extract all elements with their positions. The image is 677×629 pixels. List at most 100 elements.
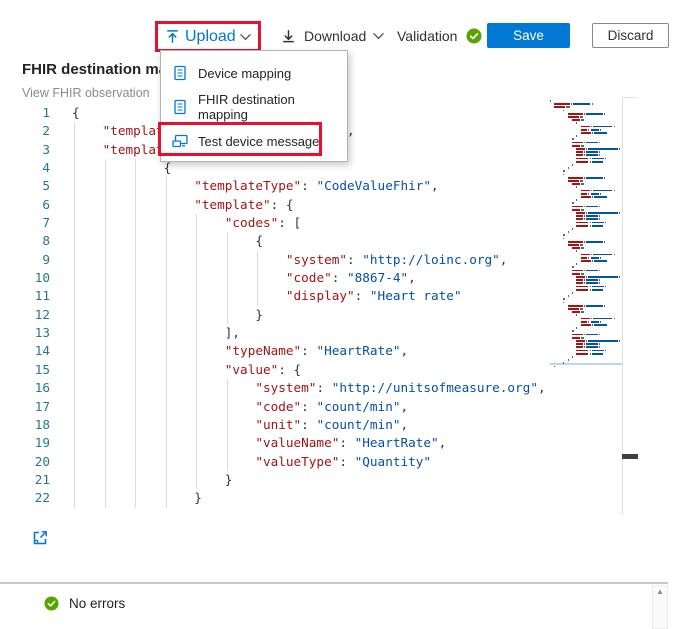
editor-minimap[interactable] [550,100,622,368]
validation-status[interactable]: Validation [397,21,482,51]
line-number[interactable]: 15 [34,361,50,377]
code-lines[interactable]: 1{2 "templateType": "CollectionFhir",3 "… [0,104,622,508]
code-line[interactable]: 8 { [0,232,622,251]
menu-item-fhir-destination-mapping[interactable]: FHIR destination mapping [161,90,347,124]
menu-item-test-device-message[interactable]: Test device message [161,124,347,158]
minimap-line [576,288,589,291]
minimap-line [588,340,618,342]
minimap-line [586,269,599,272]
code-line[interactable]: 19 "valueName": "HeartRate", [0,434,622,453]
code-line[interactable]: 13 ], [0,324,622,343]
minimap-line [589,160,591,163]
minimap-line [599,346,601,349]
line-number[interactable]: 22 [34,490,50,506]
minimap-line [576,122,578,125]
code-line[interactable]: 4 { [0,159,622,178]
line-number[interactable]: 6 [42,196,50,212]
line-number[interactable]: 8 [42,233,50,249]
code-line[interactable]: 6 "template": { [0,195,622,215]
code-line[interactable]: 17 "code": "count/min", [0,397,622,416]
code-line[interactable]: 16 "system": "http://unitsofmeasure.org"… [0,379,622,398]
minimap-line [567,244,579,246]
code-line[interactable]: 15 "value": { [0,360,622,380]
minimap-line [567,308,579,310]
indent-guide [135,415,137,435]
line-number[interactable]: 17 [34,398,50,414]
indent-guide [74,360,75,380]
line-number[interactable]: 7 [42,215,50,231]
code-line[interactable]: 20 "valueType": "Quantity" [0,452,622,471]
line-number[interactable]: 9 [42,251,50,267]
code-line[interactable]: 12 } [0,305,622,325]
indent-guide [74,324,75,343]
minimap-line [580,183,584,185]
minimap-line [584,215,586,217]
code-line[interactable]: 11 "display": "Heart rate" [0,287,622,306]
indent-guide [135,177,137,196]
minimap-line [586,343,599,345]
line-number[interactable]: 10 [34,270,50,286]
download-button[interactable]: Download [281,21,384,51]
code-line[interactable]: 21 } [0,470,622,490]
indent-guide [135,195,137,215]
indent-guide [135,214,137,233]
editor-top-border [622,97,638,98]
save-button[interactable]: Save [487,23,570,48]
minimap-line [572,311,580,313]
minimap-line [572,266,575,269]
minimap-line [586,212,588,214]
line-number[interactable]: 19 [34,435,50,451]
success-check-icon [44,596,59,611]
minimap-line [566,106,570,109]
minimap-line [589,157,591,160]
minimap-line [580,125,590,128]
line-number[interactable]: 2 [42,123,50,139]
panel-scrollbar[interactable]: ▲ [652,585,668,629]
code-line[interactable]: 5 "templateType": "CodeValueFhir", [0,177,622,196]
discard-button[interactable]: Discard [592,23,669,48]
line-number[interactable]: 14 [34,343,50,359]
line-number[interactable]: 18 [34,416,50,432]
indent-guide [74,250,75,270]
minimap-line [590,317,592,320]
line-number[interactable]: 4 [42,160,50,176]
code-line[interactable]: 7 "codes": [ [0,214,622,233]
line-number[interactable]: 5 [42,178,50,194]
code-line[interactable]: 10 "code": "8867-4", [0,269,622,288]
indent-guide [196,379,198,398]
line-number[interactable]: 21 [34,471,50,487]
line-number[interactable]: 3 [42,141,50,157]
line-number[interactable]: 16 [34,380,50,396]
minimap-line [580,119,584,121]
minimap-line [576,250,578,253]
minimap-line [576,218,583,221]
minimap-line [576,346,583,349]
code-line[interactable]: 18 "unit": "count/min", [0,415,622,435]
minimap-line [600,128,602,131]
code-line[interactable]: 22 } [0,489,622,508]
indent-guide [196,214,198,233]
indent-guide [104,195,106,215]
minimap-line [588,256,590,259]
minimap-line [591,285,604,288]
upload-button[interactable]: Upload [155,21,261,52]
line-number[interactable]: 1 [42,105,50,120]
code-line[interactable]: 14 "typeName": "HeartRate", [0,342,622,361]
line-number[interactable]: 12 [34,306,50,322]
minimap-line [586,340,588,342]
minimap-line [576,285,589,288]
chevron-down-icon [373,32,384,40]
menu-item-device-mapping[interactable]: Device mapping [161,56,347,90]
line-number[interactable]: 20 [34,453,50,469]
minimap-line [603,112,605,115]
line-number[interactable]: 11 [34,288,50,304]
line-number[interactable]: 13 [34,325,50,341]
editor-scrollbar-handle[interactable] [622,454,638,459]
minimap-line [591,324,593,326]
indent-guide [165,470,167,490]
expand-editor-icon[interactable] [31,529,49,547]
code-line[interactable]: 9 "system": "http://loinc.org", [0,250,622,270]
status-message: No errors [69,596,126,611]
code-line[interactable]: 1{ [0,104,622,122]
indent-guide [165,434,167,453]
